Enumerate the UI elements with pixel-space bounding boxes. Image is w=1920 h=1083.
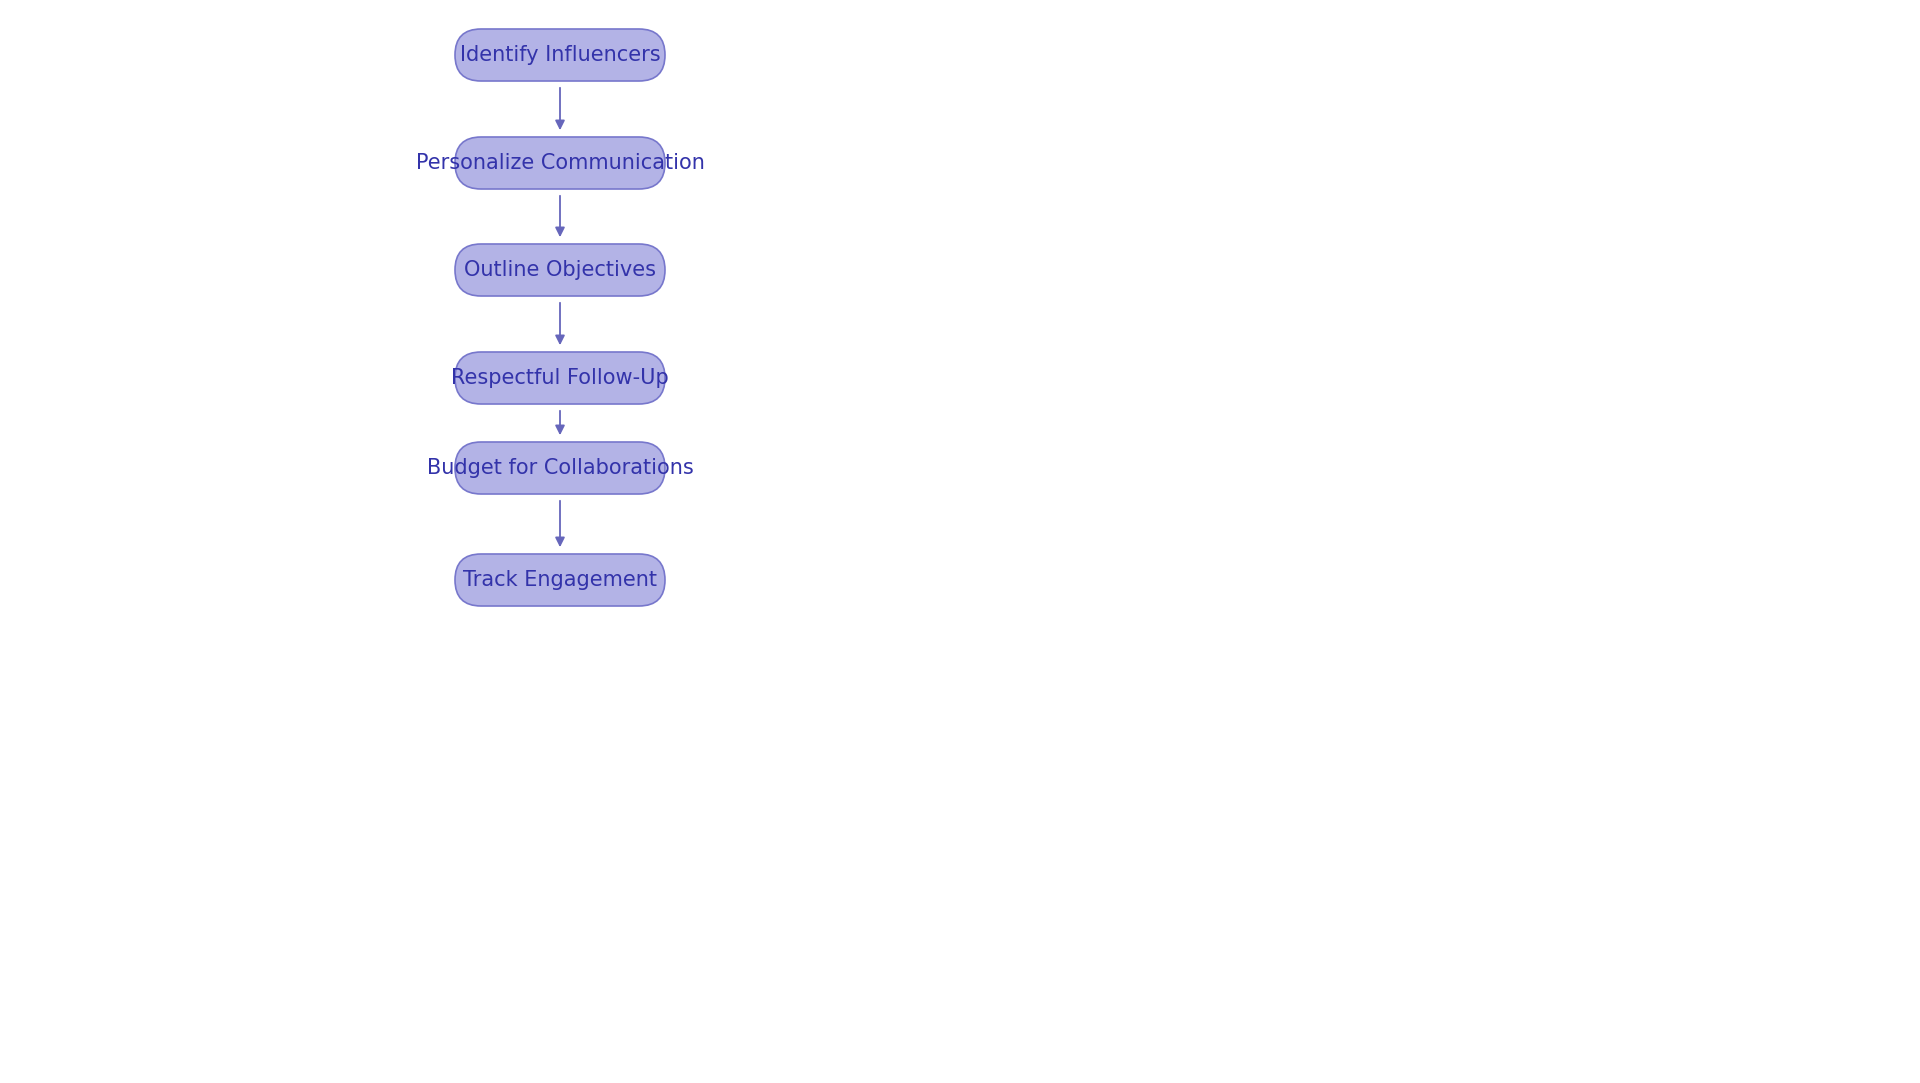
FancyBboxPatch shape (455, 29, 664, 81)
Text: Outline Objectives: Outline Objectives (465, 260, 657, 280)
FancyBboxPatch shape (455, 244, 664, 296)
Text: Track Engagement: Track Engagement (463, 570, 657, 590)
FancyBboxPatch shape (455, 442, 664, 494)
FancyBboxPatch shape (455, 352, 664, 404)
Text: Respectful Follow-Up: Respectful Follow-Up (451, 368, 668, 388)
Text: Identify Influencers: Identify Influencers (459, 45, 660, 65)
FancyBboxPatch shape (455, 554, 664, 606)
FancyBboxPatch shape (455, 138, 664, 190)
Text: Personalize Communication: Personalize Communication (415, 153, 705, 173)
Text: Budget for Collaborations: Budget for Collaborations (426, 458, 693, 478)
